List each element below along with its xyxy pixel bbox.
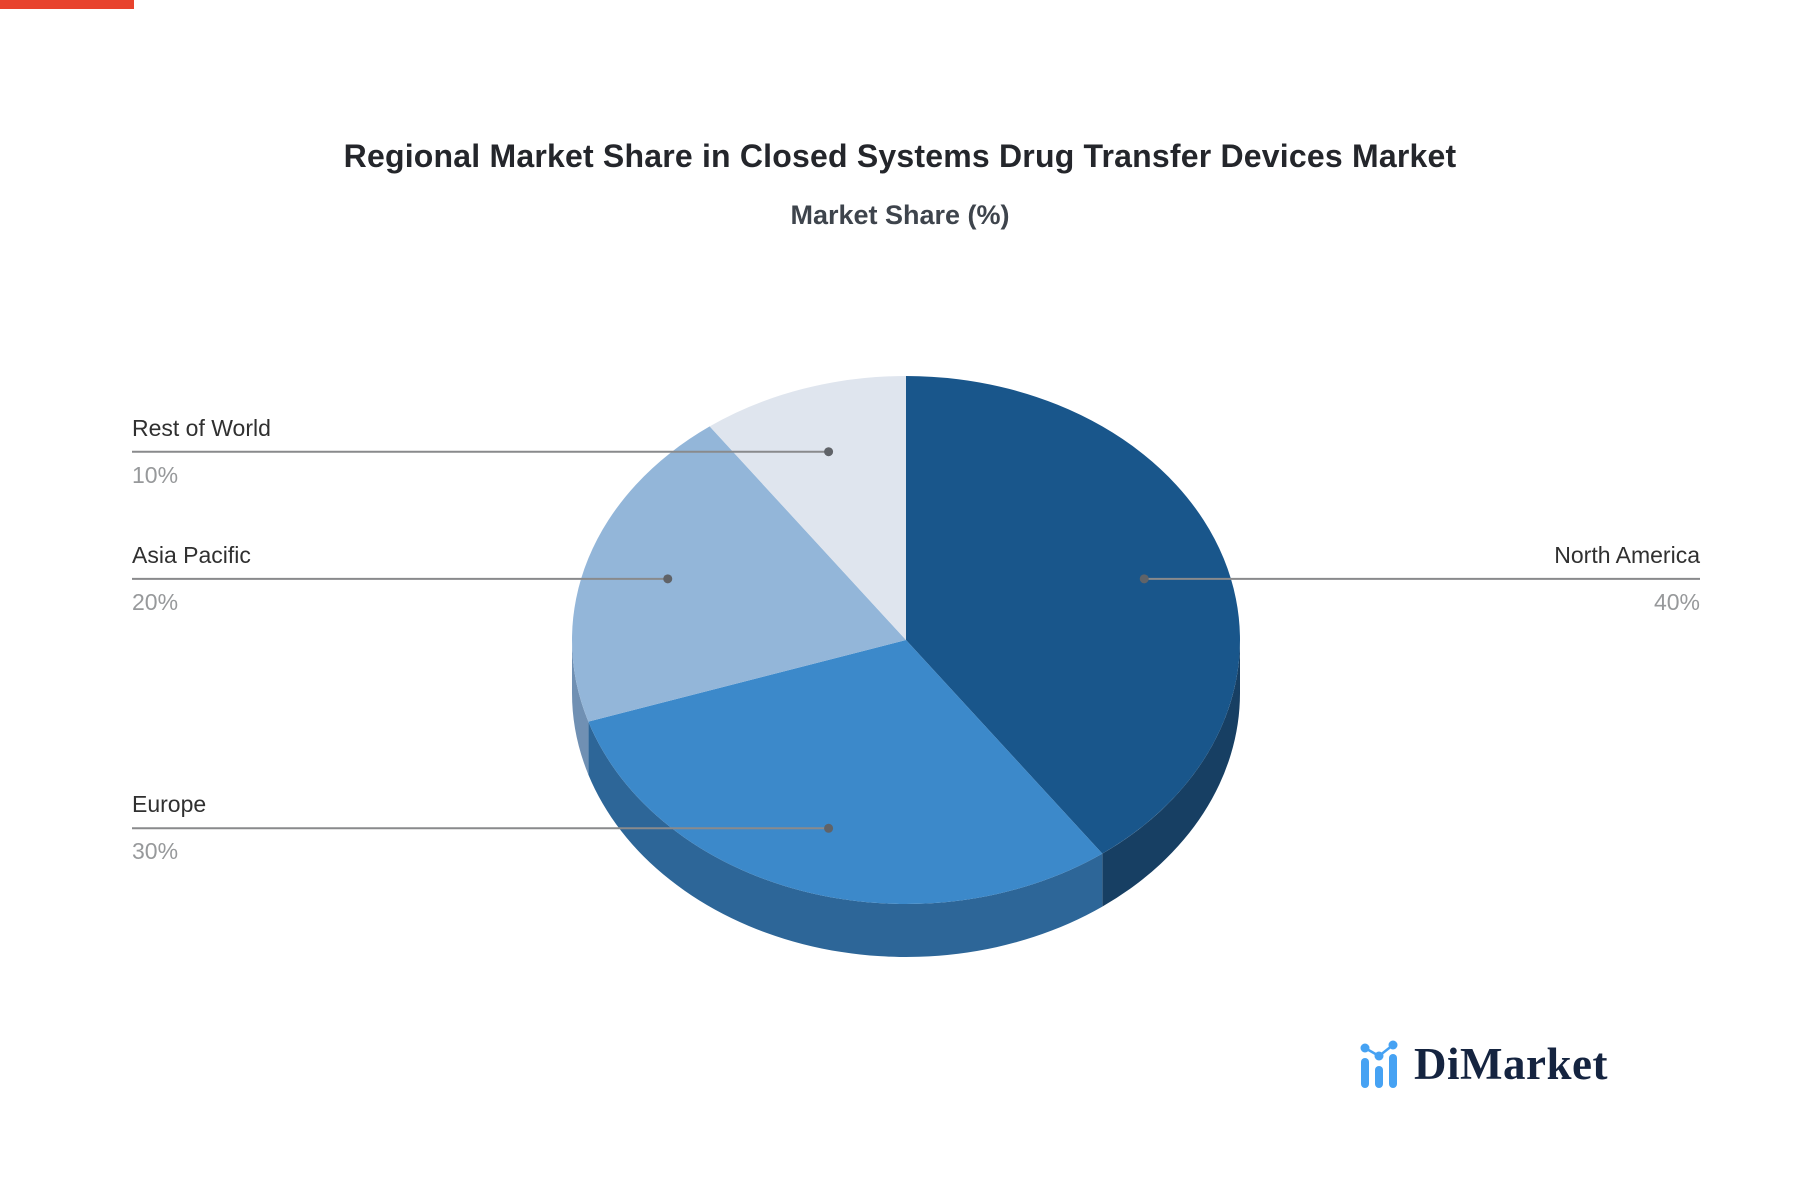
bar-chart-icon	[1360, 1040, 1398, 1088]
pie-slice-side-north-america	[1102, 640, 1241, 907]
slice-percent: 10%	[132, 461, 179, 488]
slice-label: Europe	[132, 791, 207, 818]
pie-slice-rest-of-world[interactable]	[709, 376, 906, 640]
dimarket-logo: DiMarket	[1360, 1040, 1608, 1088]
chart-subtitle: Market Share (%)	[790, 200, 1010, 230]
chart-title: Regional Market Share in Closed Systems …	[343, 138, 1457, 174]
slice-percent: 20%	[132, 588, 179, 615]
callout-dot-europe	[824, 823, 834, 833]
slice-percent: 30%	[132, 838, 179, 865]
pie-slice-asia-pacific[interactable]	[572, 426, 906, 722]
slice-percent: 40%	[1653, 588, 1700, 615]
callout-dot-rest-of-world	[824, 447, 834, 457]
callout-dot-asia-pacific	[663, 574, 673, 584]
pie-slice-north-america[interactable]	[906, 376, 1241, 854]
slice-label: Rest of World	[132, 414, 271, 441]
top-left-accent-bar	[0, 0, 134, 9]
slice-label: North America	[1554, 541, 1700, 568]
dimarket-logo-text: DiMarket	[1414, 1039, 1608, 1089]
pie-slice-europe[interactable]	[588, 640, 1103, 905]
callout-dot-north-america	[1139, 574, 1149, 584]
slice-label: Asia Pacific	[132, 541, 251, 568]
pie-slice-side-asia-pacific	[572, 640, 589, 775]
pie-slice-side-europe	[588, 721, 1103, 958]
